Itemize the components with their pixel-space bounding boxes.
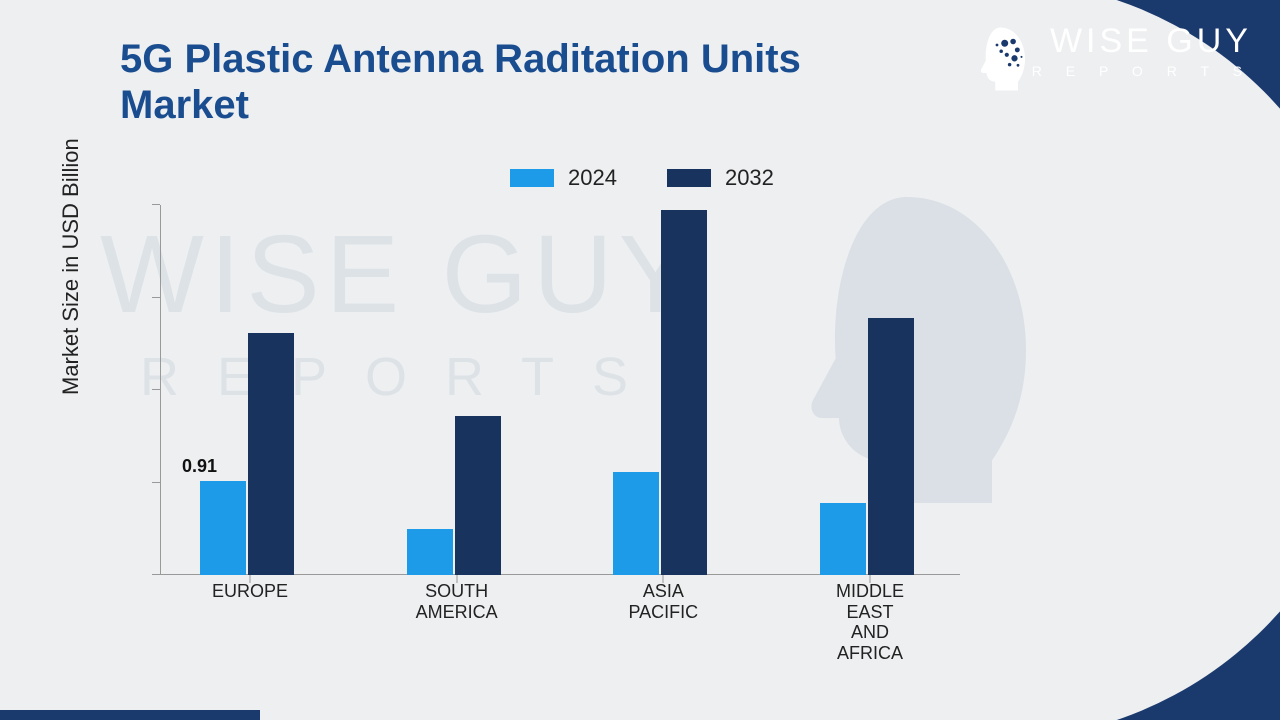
chart-title: 5G Plastic Antenna Raditation Units Mark… — [120, 36, 880, 128]
legend-swatch-2024 — [510, 169, 554, 187]
y-axis-label: Market Size in USD Billion — [58, 138, 84, 395]
bar-2024 — [820, 503, 866, 575]
x-tick — [870, 575, 871, 583]
y-tick — [152, 482, 160, 483]
logo-head-icon — [962, 24, 1032, 94]
bar-2032 — [661, 210, 707, 575]
x-tick — [250, 575, 251, 583]
legend-label-2032: 2032 — [725, 165, 774, 191]
legend: 2024 2032 — [510, 165, 774, 191]
legend-item-2032: 2032 — [667, 165, 774, 191]
y-tick — [152, 297, 160, 298]
category-label: SOUTHAMERICA — [387, 575, 527, 622]
legend-label-2024: 2024 — [568, 165, 617, 191]
category-label: MIDDLEEASTANDAFRICA — [800, 575, 940, 664]
bar-2032 — [455, 416, 501, 575]
legend-swatch-2032 — [667, 169, 711, 187]
bar-2024 — [200, 481, 246, 575]
bar-2032 — [248, 333, 294, 575]
logo-line1: WISE GUY — [1032, 22, 1252, 61]
logo-line2: R E P O R T S — [1032, 63, 1252, 79]
plot-area: 0.91EUROPESOUTHAMERICAASIAPACIFICMIDDLEE… — [160, 205, 960, 575]
y-tick — [152, 389, 160, 390]
legend-item-2024: 2024 — [510, 165, 617, 191]
chart-area: Market Size in USD Billion 2024 2032 0.9… — [90, 175, 970, 655]
y-tick — [152, 574, 160, 575]
bar-value-label: 0.91 — [182, 456, 217, 477]
bar-2032 — [868, 318, 914, 575]
bar-2024 — [407, 529, 453, 575]
category-label: ASIAPACIFIC — [593, 575, 733, 622]
page-root: WISE GUY REPORTS WISE GUY R E P O R T S … — [0, 0, 1280, 720]
x-tick — [456, 575, 457, 583]
category-label: EUROPE — [180, 575, 320, 602]
y-axis-line — [160, 205, 161, 575]
y-tick — [152, 204, 160, 205]
footer-accent-bar — [0, 710, 260, 720]
x-tick — [663, 575, 664, 583]
bar-2024 — [613, 472, 659, 575]
brand-logo: WISE GUY R E P O R T S — [1032, 22, 1252, 79]
